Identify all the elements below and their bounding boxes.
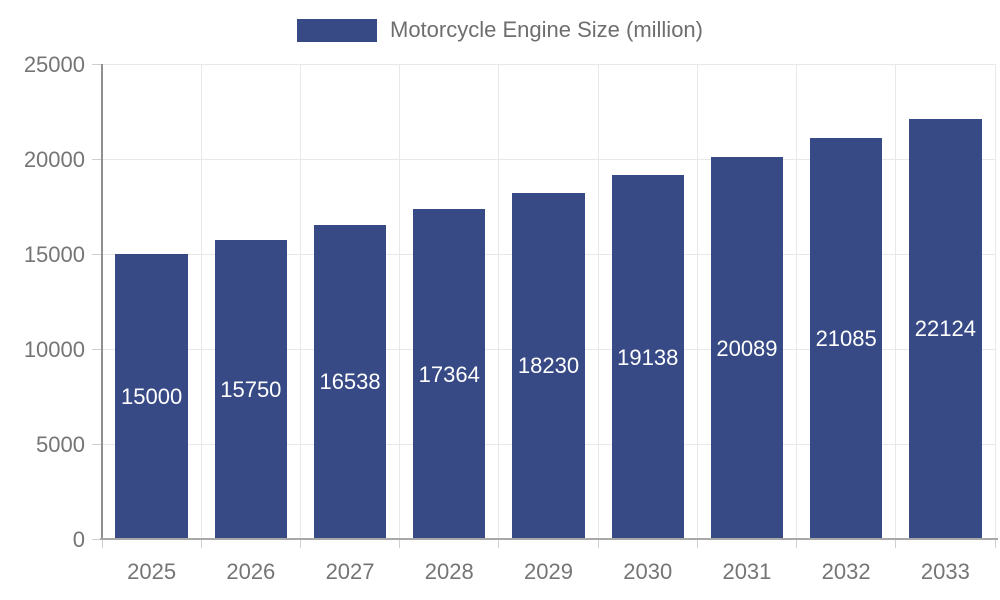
x-axis-tick-label: 2032 xyxy=(821,559,871,584)
y-axis-tick-label: 5000 xyxy=(36,431,85,457)
x-gridline xyxy=(994,64,996,539)
x-axis-tick-label: 2029 xyxy=(524,559,573,584)
x-axis-tick-label: 2026 xyxy=(226,559,276,584)
chart-legend[interactable]: Motorcycle Engine Size (million) xyxy=(0,17,1000,43)
y-axis-tick xyxy=(92,253,101,255)
bar-value-label: 20089 xyxy=(716,335,778,361)
x-gridline xyxy=(399,64,401,539)
x-axis-line xyxy=(100,538,998,540)
y-axis-tick xyxy=(92,63,101,65)
x-gridline xyxy=(498,64,500,539)
x-axis-tick xyxy=(895,539,897,548)
x-axis-tick xyxy=(796,539,798,548)
x-axis-tick-label: 2027 xyxy=(325,559,375,584)
bar[interactable] xyxy=(115,254,188,539)
x-axis-tick-label: 2025 xyxy=(127,559,177,584)
bar-value-label: 21085 xyxy=(815,326,877,352)
bar-value-label: 22124 xyxy=(914,316,976,342)
x-gridline xyxy=(696,64,698,539)
bar[interactable] xyxy=(611,175,684,539)
y-gridline xyxy=(102,158,995,160)
x-axis-tick xyxy=(200,539,202,548)
bar[interactable] xyxy=(413,209,486,539)
bar[interactable] xyxy=(512,192,585,539)
x-axis-tick xyxy=(101,539,103,548)
bar[interactable] xyxy=(909,118,982,539)
x-axis-tick xyxy=(299,539,301,548)
x-axis-tick-label: 2028 xyxy=(424,559,474,584)
x-gridline xyxy=(796,64,798,539)
y-axis-tick-label: 10000 xyxy=(23,336,85,362)
x-gridline xyxy=(299,64,301,539)
y-axis-line xyxy=(101,64,103,540)
y-axis-tick-label: 20000 xyxy=(23,146,85,172)
x-axis-tick xyxy=(399,539,401,548)
bar-value-label: 15000 xyxy=(121,384,183,409)
bar[interactable] xyxy=(313,224,387,539)
y-axis-tick xyxy=(92,538,101,540)
x-axis-tick xyxy=(994,539,996,548)
bar-value-label: 15750 xyxy=(220,376,282,402)
x-axis-tick-label: 2033 xyxy=(920,559,970,584)
y-axis-tick-label: 25000 xyxy=(23,51,85,77)
x-axis-tick xyxy=(597,539,599,548)
y-axis-tick xyxy=(92,443,101,445)
bar-value-label: 19138 xyxy=(617,344,679,370)
bar-value-label: 17364 xyxy=(418,361,480,387)
x-axis-tick-label: 2031 xyxy=(722,559,772,584)
y-axis-tick-label: 0 xyxy=(72,526,85,552)
plot-area: 0 5000 10000 15000 20000 25000 15000 2025 15750 2… xyxy=(24,52,998,584)
x-gridline xyxy=(597,64,599,539)
y-gridline xyxy=(102,63,995,65)
x-axis-tick xyxy=(696,539,698,548)
y-axis-tick-label: 15000 xyxy=(23,241,85,267)
y-axis-tick xyxy=(92,158,101,160)
x-axis-tick-label: 2030 xyxy=(623,559,673,584)
x-axis-tick xyxy=(498,539,500,548)
x-gridline xyxy=(895,64,897,539)
legend-swatch xyxy=(297,18,377,42)
bar[interactable] xyxy=(809,138,883,539)
bar-value-label: 16538 xyxy=(319,369,381,395)
x-gridline xyxy=(200,64,202,539)
bar[interactable] xyxy=(710,157,784,539)
y-axis-tick xyxy=(92,348,101,350)
legend-label: Motorcycle Engine Size (million) xyxy=(390,17,703,42)
bar-value-label: 18230 xyxy=(517,353,580,379)
bar[interactable] xyxy=(214,239,288,539)
